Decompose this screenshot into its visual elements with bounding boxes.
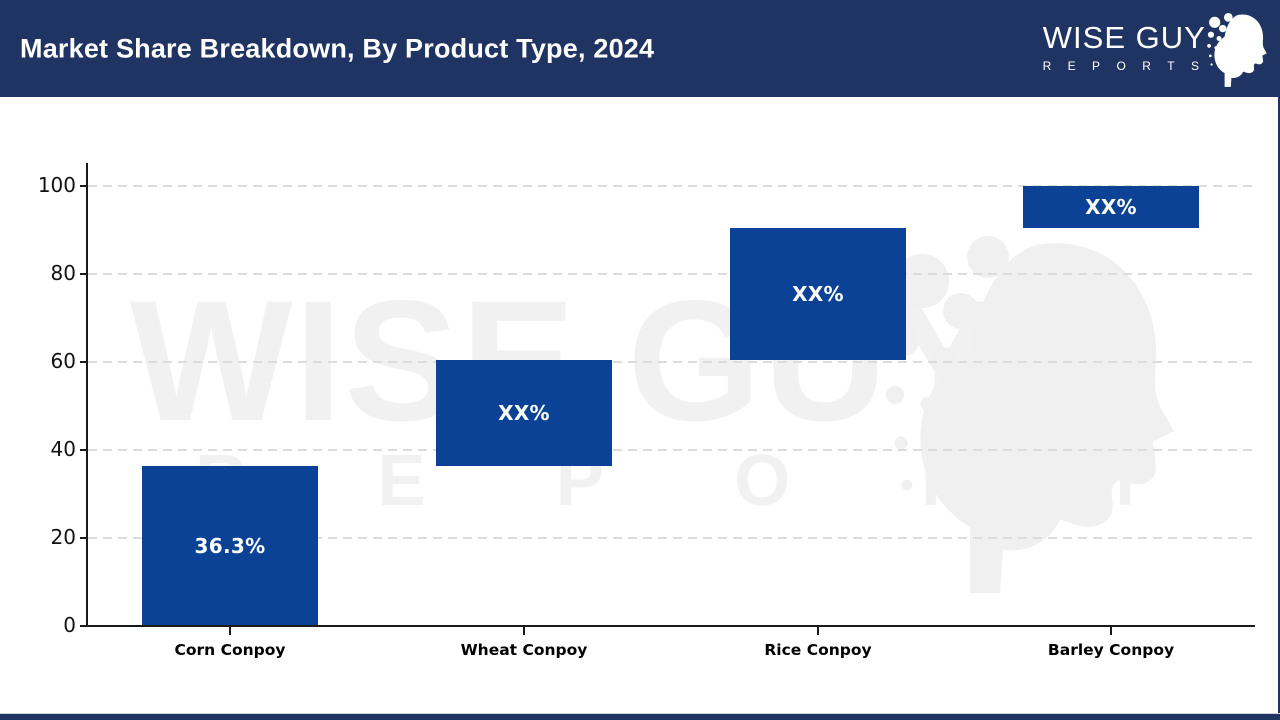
y-axis-line [86, 163, 88, 627]
x-axis-category-label: Barley Conpoy [1047, 641, 1175, 659]
y-axis-label-40: 40 [50, 437, 76, 461]
logo-wiseguy-text: WISE GUY [1042, 20, 1206, 55]
logo-reports-text: R E P O R T S [1042, 59, 1206, 73]
x-axis-category-label: Rice Conpoy [764, 641, 872, 659]
x-axis-line [80, 625, 1255, 627]
y-axis-label-80: 80 [50, 261, 76, 285]
y-axis-tick-40 [80, 449, 88, 451]
bar-segment-3: XX% [730, 227, 906, 360]
y-axis-tick-80 [80, 273, 88, 275]
gridline-80 [88, 273, 1253, 275]
footer-bar [0, 714, 1280, 720]
x-axis-tick-2 [523, 627, 525, 635]
chart-title: Market Share Breakdown, By Product Type,… [20, 33, 655, 63]
y-axis-tick-100 [80, 185, 88, 187]
bar-value-label: XX% [792, 281, 844, 306]
y-axis-tick-20 [80, 537, 88, 539]
x-axis-category-label: Corn Conpoy [174, 641, 286, 659]
bar-segment-2: XX% [436, 359, 612, 467]
gridline-40 [88, 449, 1253, 451]
bar-segment-1: 36.3% [142, 466, 318, 626]
bar-value-label: XX% [1085, 194, 1137, 219]
bar-segment-4: XX% [1023, 186, 1199, 228]
y-axis-label-60: 60 [50, 349, 76, 373]
y-axis-tick-0 [80, 625, 88, 627]
y-axis-label-0: 0 [63, 613, 76, 637]
bar-value-label: 36.3% [194, 534, 266, 559]
y-axis-label-20: 20 [50, 525, 76, 549]
x-axis-category-label: Wheat Conpoy [460, 641, 588, 659]
gridline-60 [88, 361, 1253, 363]
y-axis-label-100: 100 [37, 173, 76, 197]
gridline-20 [88, 537, 1253, 539]
right-border-strip [1278, 97, 1280, 720]
x-axis-tick-4 [1110, 627, 1112, 635]
x-axis-tick-3 [817, 627, 819, 635]
watermark-reports-text: R E P O R T S [195, 441, 1280, 521]
logo-head-icon [1207, 13, 1267, 87]
y-axis-tick-60 [80, 361, 88, 363]
report-header: Market Share Breakdown, By Product Type,… [0, 0, 1280, 97]
bar-value-label: XX% [498, 401, 550, 426]
wise-guy-reports-logo: WISE GUY R E P O R T S [1018, 6, 1268, 92]
x-axis-tick-1 [229, 627, 231, 635]
gridline-100 [88, 185, 1253, 187]
bottom-hairline [0, 713, 1280, 714]
